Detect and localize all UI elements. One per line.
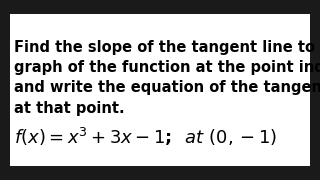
Text: $f(x) = x^3 + 3x - 1$;  $at\ (0, -1)$: $f(x) = x^3 + 3x - 1$; $at\ (0, -1)$ — [14, 125, 278, 148]
Text: Find the slope of the tangent line to the
graph of the function at the point ind: Find the slope of the tangent line to th… — [14, 40, 320, 116]
